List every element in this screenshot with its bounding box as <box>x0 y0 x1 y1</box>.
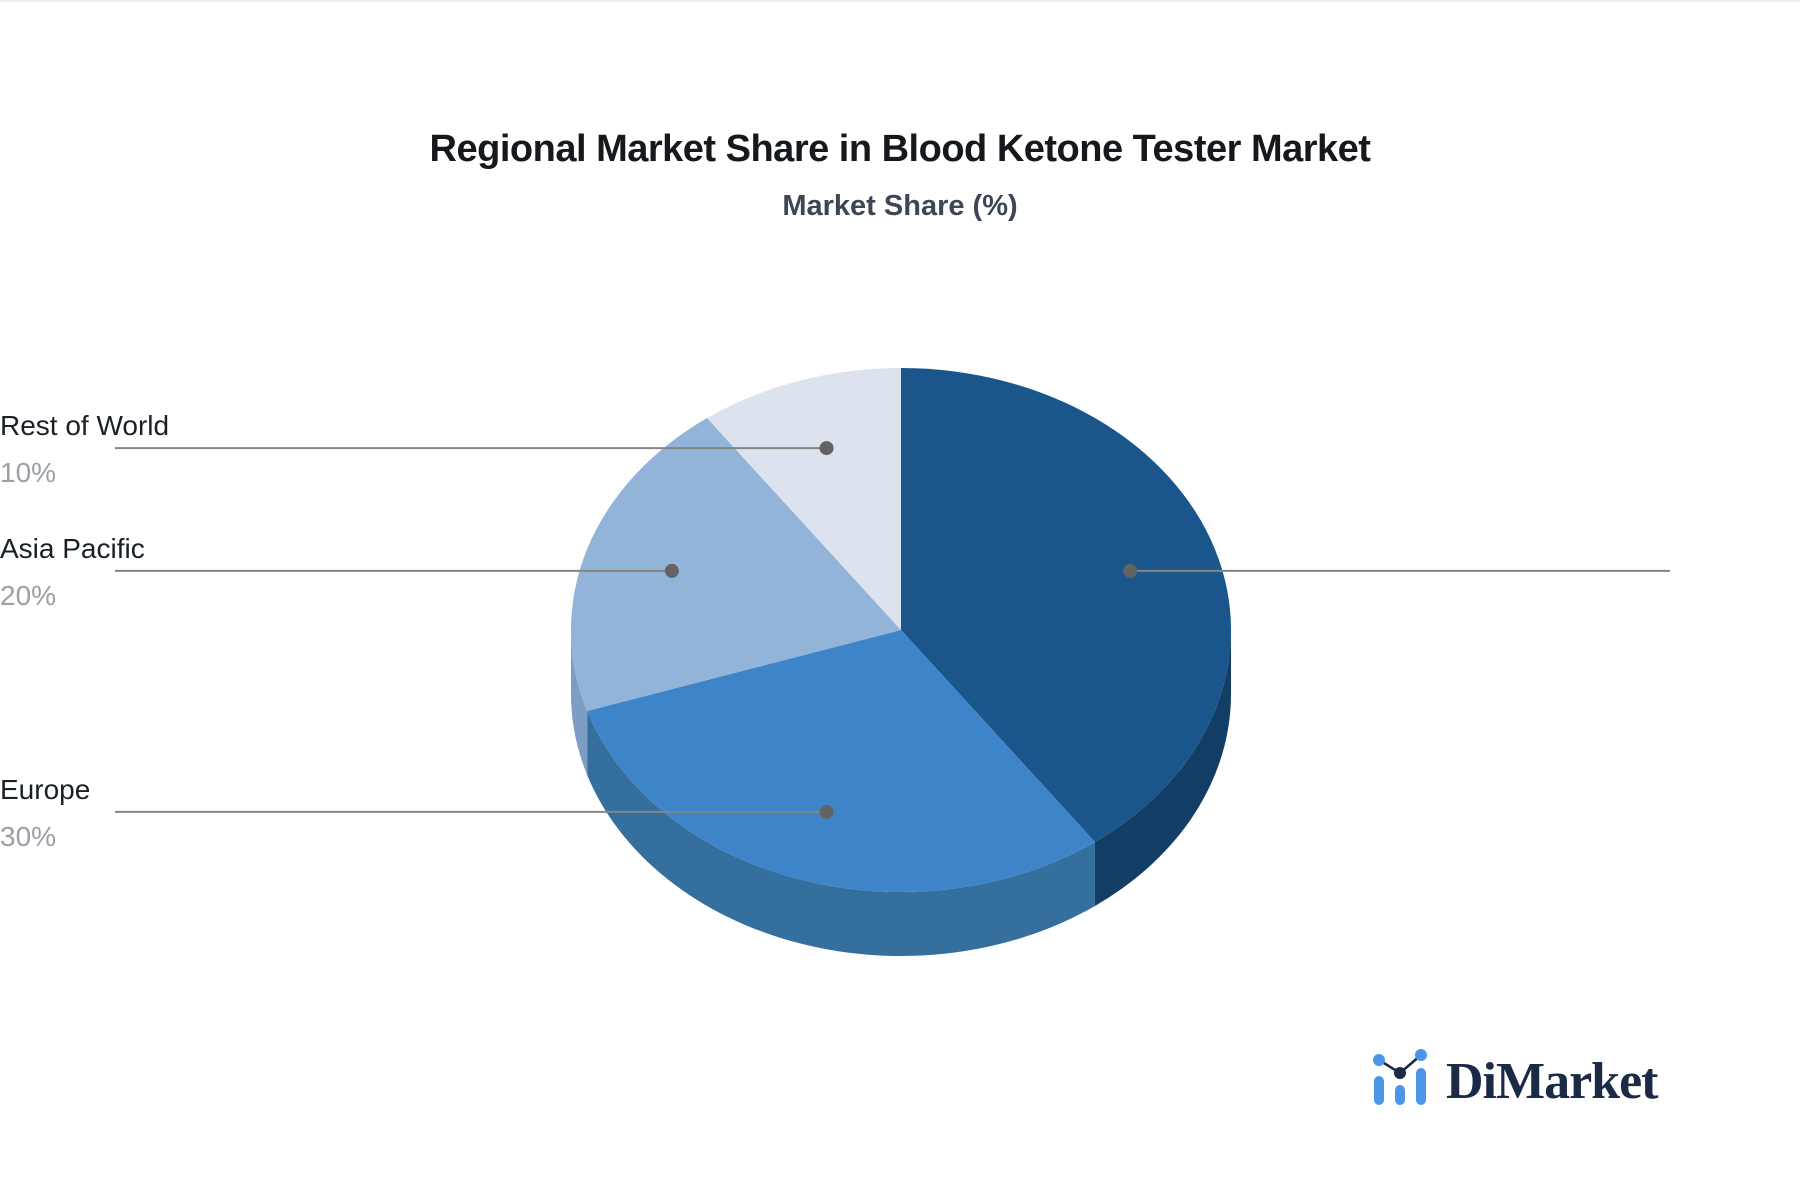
slice-label-asia-pacific: Asia Pacific <box>0 533 145 565</box>
slice-percent-europe: 30% <box>0 820 57 852</box>
leader-dot <box>664 563 679 578</box>
leader-dot <box>819 804 834 819</box>
leader-dot <box>1123 563 1138 578</box>
pie-slice-asia-pacific <box>570 418 901 711</box>
top-edge-divider <box>0 0 1800 2</box>
slice-label-europe: Europe <box>0 774 91 806</box>
slice-label-rest-of-world: Rest of World <box>0 410 170 442</box>
bar-chart-logo-icon <box>1373 1049 1427 1105</box>
pie-slice-side <box>587 710 1095 956</box>
slice-percent-asia-pacific: 20% <box>0 579 57 611</box>
pie-slice-side <box>571 630 588 775</box>
pie-slice-rest-of-world <box>707 368 901 630</box>
brand-logo-text: DiMarket <box>1446 1053 1658 1111</box>
pie-slice-europe <box>587 630 1095 892</box>
slice-percent-rest-of-world: 10% <box>0 457 57 489</box>
chart-title: Regional Market Share in Blood Ketone Te… <box>429 128 1371 170</box>
brand-logo: DiMarket <box>1372 1044 1658 1111</box>
chart-subtitle: Market Share (%) <box>782 190 1018 222</box>
pie-slice-north-america <box>901 368 1231 842</box>
leader-dot <box>819 441 834 456</box>
pie-slice-side <box>1094 630 1231 906</box>
